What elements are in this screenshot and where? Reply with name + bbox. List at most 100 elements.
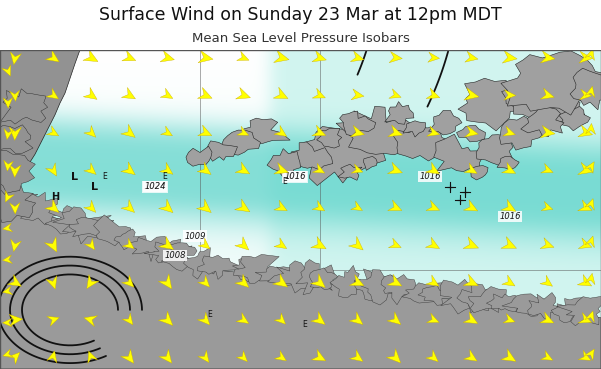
Polygon shape (418, 285, 453, 305)
Polygon shape (9, 127, 22, 141)
Polygon shape (503, 314, 515, 323)
Polygon shape (0, 184, 38, 214)
Polygon shape (429, 110, 462, 135)
Polygon shape (237, 126, 249, 135)
Polygon shape (340, 111, 376, 136)
Polygon shape (354, 269, 386, 301)
Polygon shape (235, 162, 250, 174)
Polygon shape (19, 192, 59, 225)
Polygon shape (520, 105, 564, 137)
Polygon shape (3, 97, 13, 108)
Text: 1008: 1008 (164, 251, 186, 260)
Polygon shape (364, 156, 377, 170)
Polygon shape (579, 51, 593, 63)
Polygon shape (464, 163, 477, 173)
Text: Surface Wind on Sunday 23 Mar at 12pm MDT: Surface Wind on Sunday 23 Mar at 12pm MD… (99, 6, 502, 24)
Polygon shape (578, 238, 592, 249)
Polygon shape (4, 160, 13, 171)
Text: E: E (163, 172, 167, 182)
Polygon shape (121, 87, 135, 99)
Text: L: L (91, 182, 99, 192)
Polygon shape (317, 128, 342, 148)
Polygon shape (198, 238, 210, 249)
Polygon shape (46, 126, 59, 136)
Polygon shape (198, 350, 209, 363)
Polygon shape (502, 126, 516, 136)
Polygon shape (11, 239, 22, 252)
Polygon shape (350, 51, 364, 62)
Polygon shape (311, 349, 326, 361)
Polygon shape (10, 90, 20, 101)
Polygon shape (350, 201, 362, 211)
Polygon shape (497, 156, 519, 170)
Text: E: E (103, 172, 108, 182)
Polygon shape (9, 165, 21, 177)
Polygon shape (267, 261, 315, 293)
Polygon shape (233, 258, 261, 282)
Polygon shape (502, 80, 562, 118)
Polygon shape (84, 316, 97, 327)
Polygon shape (349, 312, 363, 325)
Polygon shape (4, 128, 14, 140)
Polygon shape (501, 349, 516, 361)
Polygon shape (197, 162, 211, 175)
Polygon shape (486, 294, 522, 312)
Polygon shape (426, 350, 438, 362)
Polygon shape (578, 162, 593, 175)
Polygon shape (46, 88, 59, 99)
Polygon shape (129, 237, 170, 262)
Polygon shape (121, 162, 135, 175)
Polygon shape (47, 351, 57, 363)
Polygon shape (542, 93, 585, 124)
Polygon shape (274, 200, 287, 211)
Polygon shape (122, 238, 134, 249)
Polygon shape (540, 238, 554, 249)
Polygon shape (312, 125, 326, 136)
Polygon shape (0, 125, 33, 154)
Polygon shape (465, 126, 478, 137)
Polygon shape (336, 106, 419, 155)
Polygon shape (273, 87, 288, 99)
Polygon shape (471, 166, 488, 180)
Polygon shape (351, 89, 364, 100)
Polygon shape (463, 237, 478, 248)
Polygon shape (2, 255, 13, 263)
Text: H: H (51, 192, 59, 201)
Polygon shape (427, 126, 439, 136)
Polygon shape (428, 52, 439, 62)
Polygon shape (426, 237, 439, 248)
Polygon shape (44, 199, 59, 213)
Polygon shape (296, 259, 335, 294)
Polygon shape (69, 217, 118, 237)
Polygon shape (557, 296, 601, 326)
Polygon shape (290, 142, 333, 170)
Polygon shape (2, 286, 13, 294)
Polygon shape (463, 349, 477, 361)
Polygon shape (458, 78, 526, 131)
Polygon shape (385, 101, 414, 124)
Polygon shape (207, 141, 237, 161)
Polygon shape (47, 316, 59, 326)
Polygon shape (585, 236, 594, 248)
Polygon shape (273, 162, 288, 174)
Polygon shape (434, 134, 485, 172)
Polygon shape (586, 123, 596, 134)
Polygon shape (197, 199, 212, 213)
Polygon shape (463, 274, 478, 286)
Polygon shape (355, 270, 398, 305)
Polygon shape (394, 125, 453, 161)
Polygon shape (274, 125, 287, 137)
Polygon shape (273, 50, 289, 62)
Polygon shape (274, 313, 285, 324)
Polygon shape (349, 349, 363, 362)
Polygon shape (197, 312, 210, 325)
Polygon shape (122, 51, 136, 61)
Polygon shape (312, 51, 326, 62)
Polygon shape (121, 200, 135, 213)
Polygon shape (426, 162, 439, 174)
Polygon shape (585, 49, 594, 61)
Polygon shape (121, 275, 134, 287)
Polygon shape (53, 207, 111, 244)
Text: 1016: 1016 (499, 212, 520, 221)
Polygon shape (114, 229, 146, 250)
